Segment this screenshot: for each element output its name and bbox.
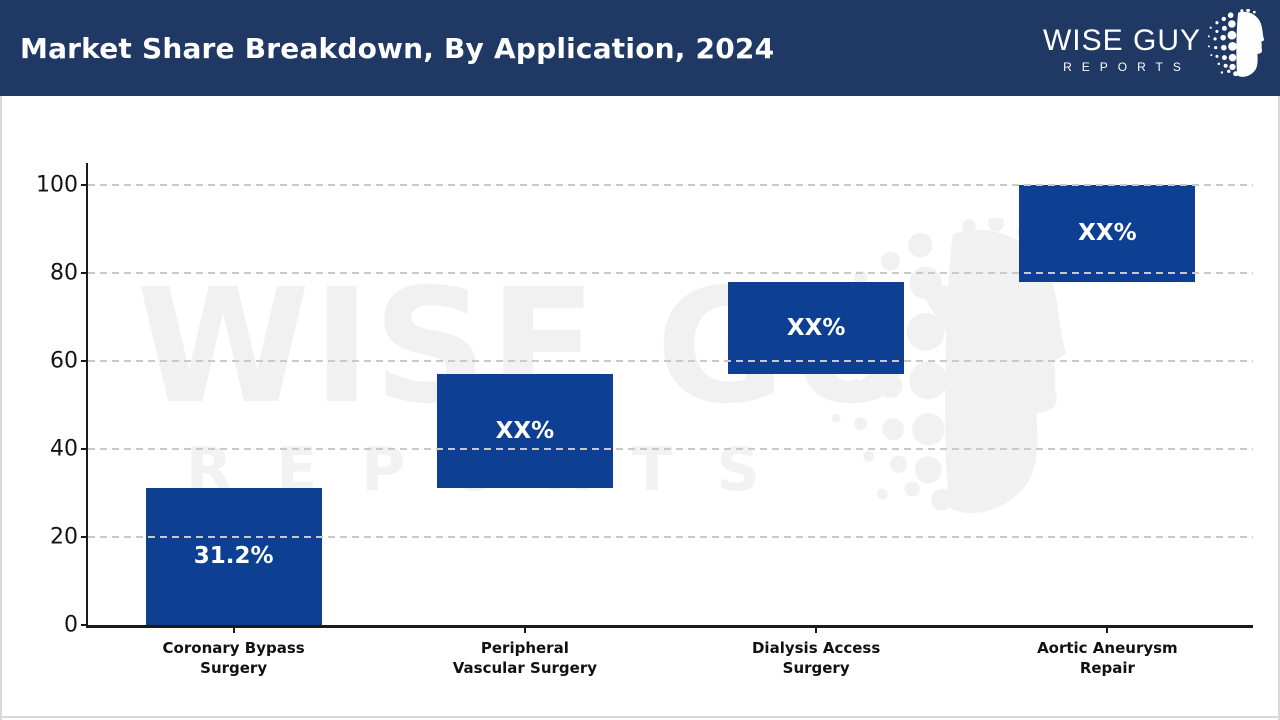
x-axis-tick (1106, 627, 1109, 633)
gridline (88, 536, 1253, 538)
bar-value-label: XX% (495, 417, 555, 444)
bar-value-label: XX% (786, 314, 846, 341)
bar-value-label: 31.2% (193, 543, 274, 570)
brand-name: WISE GUY (1042, 23, 1201, 57)
header-bar: Market Share Breakdown, By Application, … (0, 0, 1280, 96)
brand-face-icon (1207, 8, 1265, 77)
y-axis-tick (81, 272, 87, 274)
page-bottom-border (0, 716, 1280, 718)
y-axis-tick (81, 360, 87, 362)
gridline (88, 448, 1253, 450)
bar-segment: 31.2% (145, 487, 322, 625)
gridline (88, 360, 1253, 362)
bar-segment: XX% (436, 374, 613, 488)
x-axis-category-label-line: Aortic Aneurysm (1037, 639, 1178, 657)
page-title: Market Share Breakdown, By Application, … (20, 31, 775, 65)
x-axis-category-label-line: Peripheral (480, 639, 569, 657)
y-axis-tick (81, 536, 87, 538)
y-axis-tick-label: 60 (50, 348, 78, 374)
bar-segment: XX% (728, 281, 905, 375)
page-right-border (1278, 96, 1280, 720)
page-left-border (0, 96, 2, 720)
x-axis-line (86, 625, 1253, 628)
y-axis-tick-label: 100 (36, 172, 78, 198)
gridline (88, 184, 1253, 186)
x-axis-category-label-line: Vascular Surgery (452, 659, 597, 677)
x-axis-category-label-line: Surgery (200, 659, 268, 677)
y-axis-tick (81, 448, 87, 450)
y-axis-line (86, 163, 88, 628)
x-axis-category-label: Coronary Bypass Surgery (94, 638, 374, 678)
x-axis-category-label-line: Repair (1079, 659, 1135, 677)
y-axis-tick-label: 40 (50, 436, 78, 462)
x-axis-category-label: Dialysis Access Surgery (676, 638, 956, 678)
y-axis-tick-label: 20 (50, 524, 78, 550)
x-axis-tick (815, 627, 818, 633)
brand-subname: REPORTS (1063, 59, 1191, 74)
bar-value-label: XX% (1078, 220, 1137, 247)
y-axis-tick-label: 0 (64, 612, 78, 638)
x-axis-tick (523, 627, 526, 633)
bar-segment: XX% (1019, 185, 1196, 282)
x-axis-category-label-line: Coronary Bypass (162, 639, 305, 657)
x-axis-category-label: Peripheral Vascular Surgery (385, 638, 665, 678)
gridline (88, 272, 1253, 274)
y-axis-tick (81, 184, 87, 186)
x-axis-category-label-line: Surgery (782, 659, 850, 677)
brand-logo-text: WISE GUY REPORTS (1042, 23, 1201, 74)
brand-logo: WISE GUY REPORTS (1043, 8, 1272, 90)
x-axis-category-label-line: Dialysis Access (751, 639, 881, 657)
x-axis-category-label: Aortic Aneurysm Repair (967, 638, 1247, 678)
y-axis-tick-label: 80 (50, 260, 78, 286)
y-axis-tick (81, 624, 87, 626)
x-axis-tick (232, 627, 235, 633)
